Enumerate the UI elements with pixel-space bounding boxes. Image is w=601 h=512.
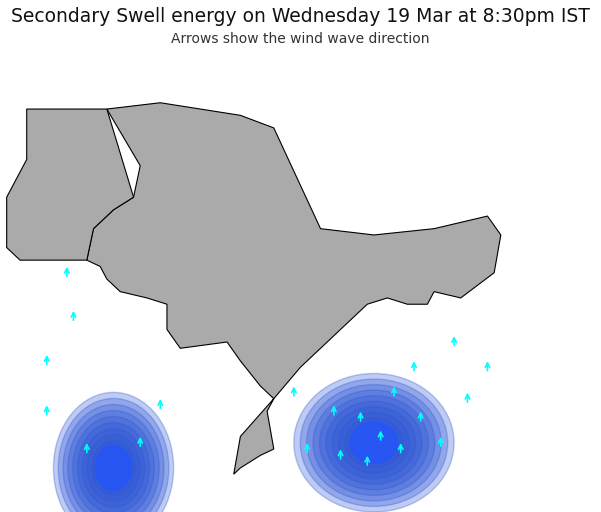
Ellipse shape (320, 396, 429, 490)
Polygon shape (7, 109, 133, 260)
Ellipse shape (307, 385, 441, 501)
Ellipse shape (294, 373, 454, 512)
Ellipse shape (96, 445, 132, 490)
Ellipse shape (350, 422, 398, 463)
Ellipse shape (82, 429, 145, 507)
Ellipse shape (78, 422, 150, 512)
Ellipse shape (313, 390, 435, 496)
Ellipse shape (300, 379, 448, 506)
Ellipse shape (63, 404, 164, 512)
Ellipse shape (92, 441, 135, 495)
Ellipse shape (53, 392, 174, 512)
Ellipse shape (73, 417, 154, 512)
Ellipse shape (339, 412, 409, 473)
Text: Arrows show the wind wave direction: Arrows show the wind wave direction (171, 32, 430, 46)
Ellipse shape (58, 398, 169, 512)
Ellipse shape (345, 418, 403, 467)
Polygon shape (87, 103, 501, 474)
Ellipse shape (332, 407, 416, 479)
Ellipse shape (326, 401, 422, 484)
Text: Secondary Swell energy on Wednesday 19 Mar at 8:30pm IST: Secondary Swell energy on Wednesday 19 M… (11, 7, 590, 26)
Ellipse shape (68, 411, 159, 512)
Ellipse shape (87, 435, 140, 501)
